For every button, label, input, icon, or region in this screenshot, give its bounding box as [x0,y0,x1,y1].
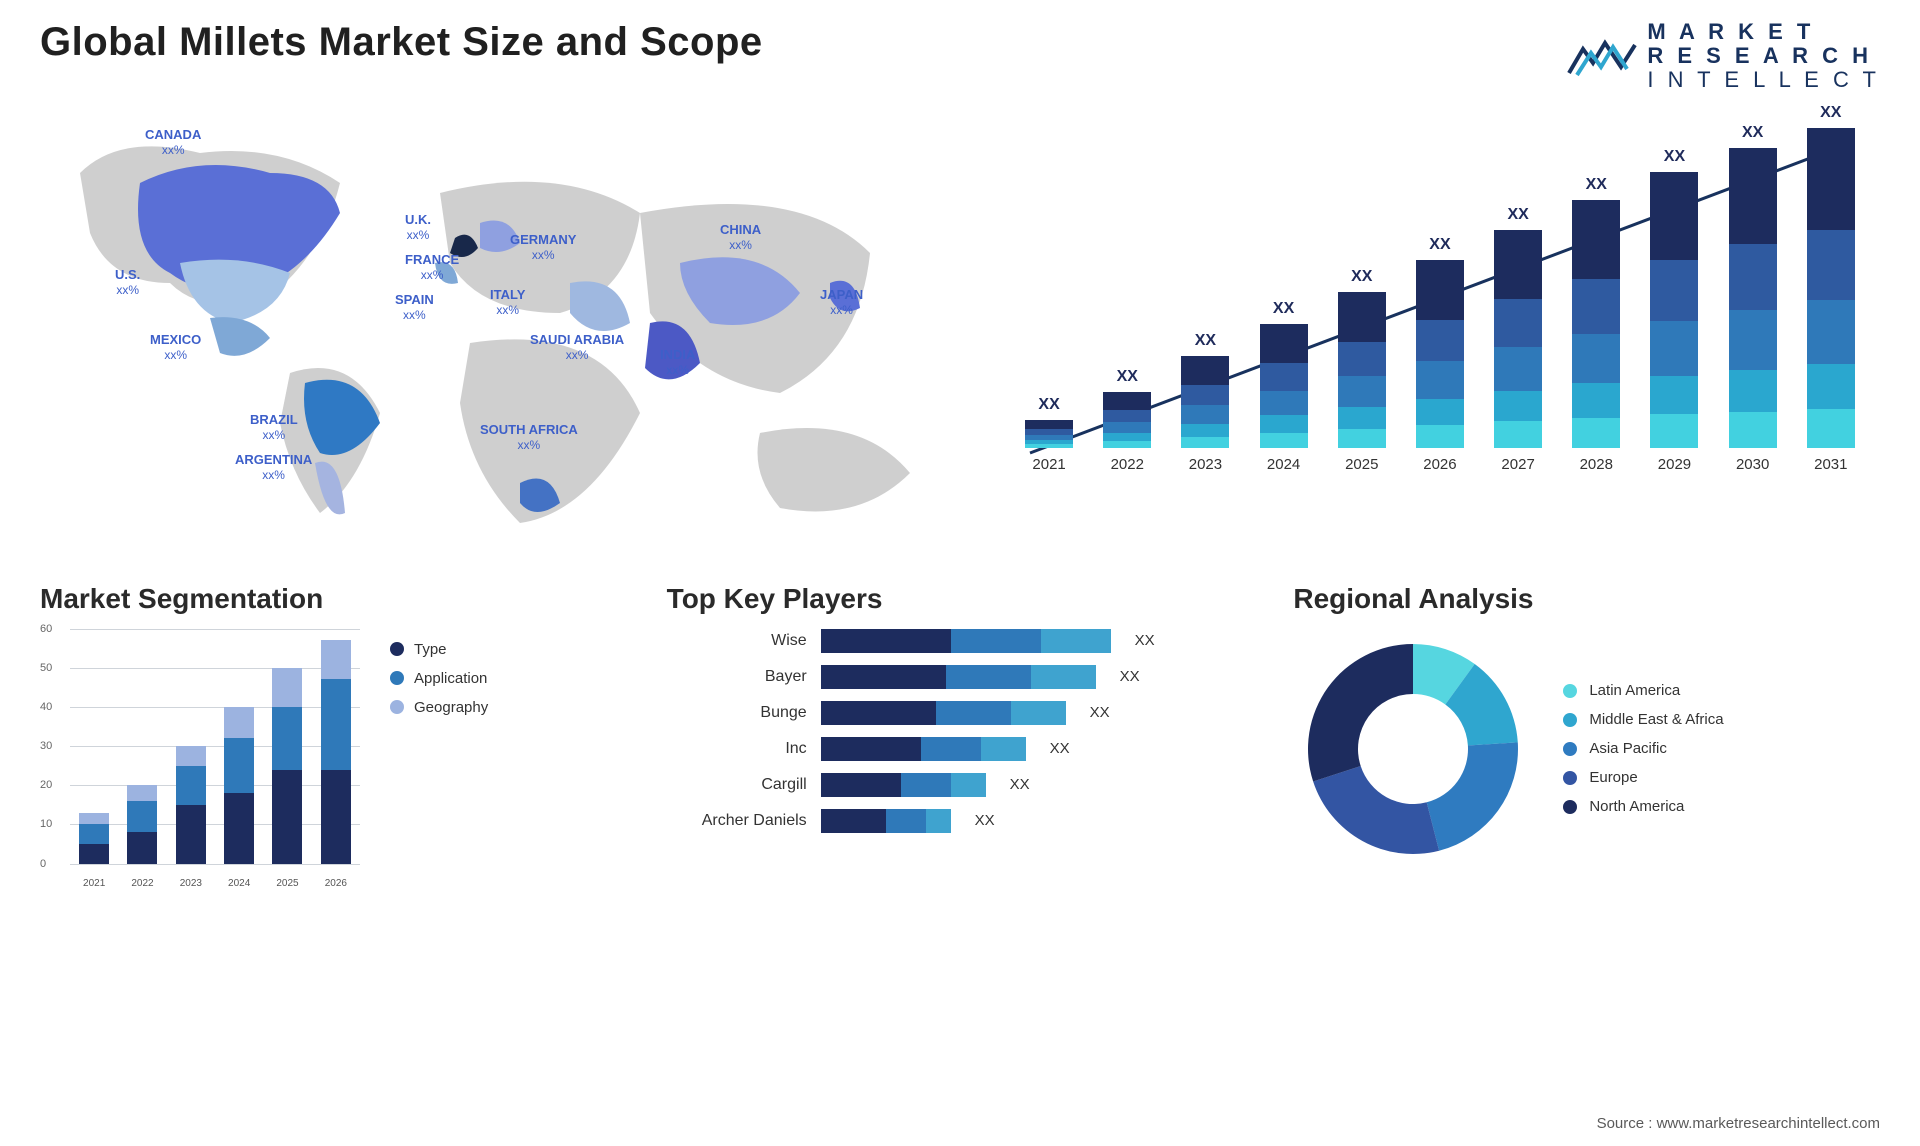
kp-row-inc: IncXX [667,737,1254,761]
growth-bar-2021: XX2021 [1024,396,1074,473]
map-label-italy: ITALYxx% [490,288,525,318]
map-label-china: CHINAxx% [720,223,761,253]
seg-title: Market Segmentation [40,583,627,615]
reg-title: Regional Analysis [1293,583,1880,615]
map-label-japan: JAPANxx% [820,288,863,318]
reg-legend-latin-america: Latin America [1563,682,1723,699]
kp-row-wise: WiseXX [667,629,1254,653]
map-label-southafrica: SOUTH AFRICAxx% [480,423,578,453]
growth-bar-2023: XX2023 [1180,332,1230,473]
regional-legend: Latin America Middle East & Africa Asia Pa… [1563,670,1723,827]
kp-row-bayer: BayerXX [667,665,1254,689]
logo-line1: M A R K E T [1647,20,1880,44]
seg-bar-2025 [272,668,302,864]
source-label: Source : www.marketresearchintellect.com [1597,1115,1880,1132]
map-label-saudiarabia: SAUDI ARABIAxx% [530,333,624,363]
map-label-uk: U.K.xx% [405,213,431,243]
map-label-argentina: ARGENTINAxx% [235,453,312,483]
map-label-france: FRANCExx% [405,253,459,283]
seg-bar-2021 [79,813,109,864]
seg-bar-2022 [127,785,157,863]
kp-row-cargill: CargillXX [667,773,1254,797]
reg-legend-europe: Europe [1563,769,1723,786]
kp-title: Top Key Players [667,583,1254,615]
seg-bar-2024 [224,707,254,864]
growth-bar-2028: XX2028 [1571,176,1621,473]
growth-bar-2024: XX2024 [1259,300,1309,473]
kp-row-bunge: BungeXX [667,701,1254,725]
map-label-us: U.S.xx% [115,268,140,298]
reg-legend-asia-pacific: Asia Pacific [1563,740,1723,757]
map-label-spain: SPAINxx% [395,293,434,323]
growth-bar-2025: XX2025 [1337,268,1387,473]
logo-icon [1567,31,1637,81]
reg-legend-middle-east---africa: Middle East & Africa [1563,711,1723,728]
growth-chart: XX2021 XX2022 XX2023 XX2024 XX2025 XX2026 XX20… [1000,113,1880,553]
kp-row-archerdaniels: Archer DanielsXX [667,809,1254,833]
regional-panel: Regional Analysis Latin America Middle Ea… [1293,583,1880,889]
seg-legend-type: Type [390,641,488,658]
reg-legend-north-america: North America [1563,798,1723,815]
growth-bar-2030: XX2030 [1728,124,1778,473]
map-label-brazil: BRAZILxx% [250,413,298,443]
growth-bar-2031: XX2031 [1806,104,1856,473]
map-label-germany: GERMANYxx% [510,233,576,263]
seg-legend-geography: Geography [390,699,488,716]
seg-bar-2026 [321,640,351,863]
growth-bar-2029: XX2029 [1649,148,1699,473]
seg-legend-application: Application [390,670,488,687]
map-label-mexico: MEXICOxx% [150,333,201,363]
regional-donut [1293,629,1533,869]
segmentation-chart: 0102030405060202120222023202420252026 [40,629,360,889]
logo-line2: R E S E A R C H [1647,44,1880,68]
map-label-canada: CANADAxx% [145,128,201,158]
map-label-india: INDIAxx% [660,348,695,378]
growth-bar-2026: XX2026 [1415,236,1465,473]
segmentation-panel: Market Segmentation 01020304050602021202… [40,583,627,889]
growth-bar-2022: XX2022 [1102,368,1152,473]
world-map: CANADAxx% U.S.xx% MEXICOxx% BRAZILxx% ARGENT… [40,113,960,553]
segmentation-legend: Type Application Geography [390,629,488,889]
seg-bar-2023 [176,746,206,863]
logo-line3: I N T E L L E C T [1647,68,1880,92]
page-title: Global Millets Market Size and Scope [40,20,763,65]
key-players-panel: Top Key Players WiseXX BayerXX BungeXX IncX… [667,583,1254,889]
growth-bar-2027: XX2027 [1493,206,1543,473]
brand-logo: M A R K E T R E S E A R C H I N T E L L … [1567,20,1880,93]
